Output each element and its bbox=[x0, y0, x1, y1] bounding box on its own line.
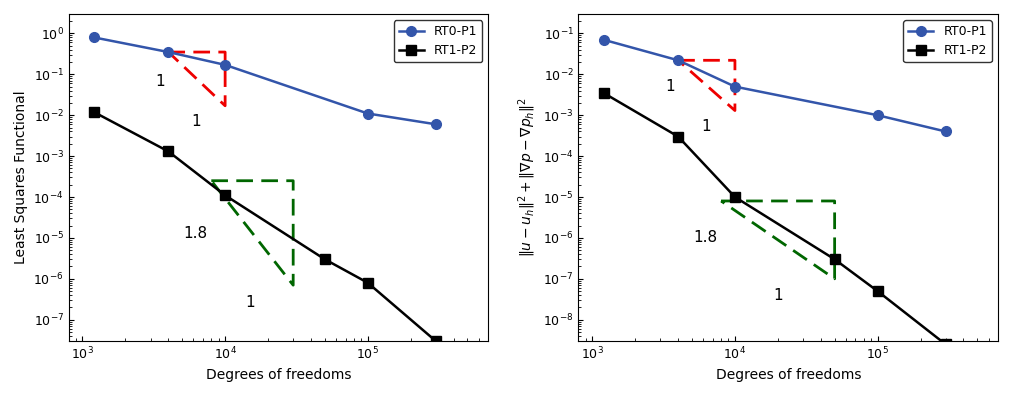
Line: RT0-P1: RT0-P1 bbox=[89, 32, 440, 129]
Y-axis label: $\|u-u_h\|^2 + \|\nabla p-\nabla p_h\|^2$: $\|u-u_h\|^2 + \|\nabla p-\nabla p_h\|^2… bbox=[516, 97, 537, 257]
RT0-P1 bbox=[218, 63, 231, 67]
RT0-P1 bbox=[88, 35, 100, 40]
Text: 1: 1 bbox=[156, 74, 165, 89]
X-axis label: Degrees of freedoms: Degrees of freedoms bbox=[715, 368, 860, 382]
Line: RT1-P2: RT1-P2 bbox=[89, 107, 440, 346]
RT0-P1 bbox=[728, 84, 740, 89]
RT1-P2 bbox=[938, 342, 950, 347]
RT0-P1 bbox=[671, 58, 683, 63]
Y-axis label: Least Squares Functional: Least Squares Functional bbox=[14, 91, 28, 264]
Text: 1.8: 1.8 bbox=[183, 226, 207, 241]
Text: 1: 1 bbox=[191, 114, 201, 129]
X-axis label: Degrees of freedoms: Degrees of freedoms bbox=[205, 368, 351, 382]
RT1-P2 bbox=[318, 257, 331, 262]
RT1-P2 bbox=[162, 149, 174, 154]
Line: RT1-P2: RT1-P2 bbox=[599, 88, 949, 349]
RT1-P2 bbox=[728, 194, 740, 199]
RT0-P1 bbox=[938, 129, 950, 134]
Legend: RT0-P1, RT1-P2: RT0-P1, RT1-P2 bbox=[393, 20, 481, 63]
RT0-P1 bbox=[430, 122, 442, 127]
Legend: RT0-P1, RT1-P2: RT0-P1, RT1-P2 bbox=[903, 20, 991, 63]
RT1-P2 bbox=[88, 110, 100, 114]
Line: RT0-P1: RT0-P1 bbox=[599, 35, 949, 136]
Text: 1: 1 bbox=[772, 288, 782, 303]
RT1-P2 bbox=[671, 134, 683, 139]
RT1-P2 bbox=[218, 193, 231, 198]
RT1-P2 bbox=[828, 257, 840, 262]
Text: 1: 1 bbox=[246, 295, 255, 310]
RT1-P2 bbox=[596, 91, 609, 95]
RT1-P2 bbox=[870, 289, 883, 293]
RT0-P1 bbox=[596, 37, 609, 42]
Text: 1: 1 bbox=[701, 119, 711, 134]
Text: 1: 1 bbox=[664, 79, 674, 94]
RT0-P1 bbox=[361, 111, 373, 116]
Text: 1.8: 1.8 bbox=[693, 230, 717, 246]
RT1-P2 bbox=[361, 280, 373, 285]
RT0-P1 bbox=[162, 50, 174, 54]
RT0-P1 bbox=[870, 113, 883, 118]
RT1-P2 bbox=[430, 339, 442, 343]
